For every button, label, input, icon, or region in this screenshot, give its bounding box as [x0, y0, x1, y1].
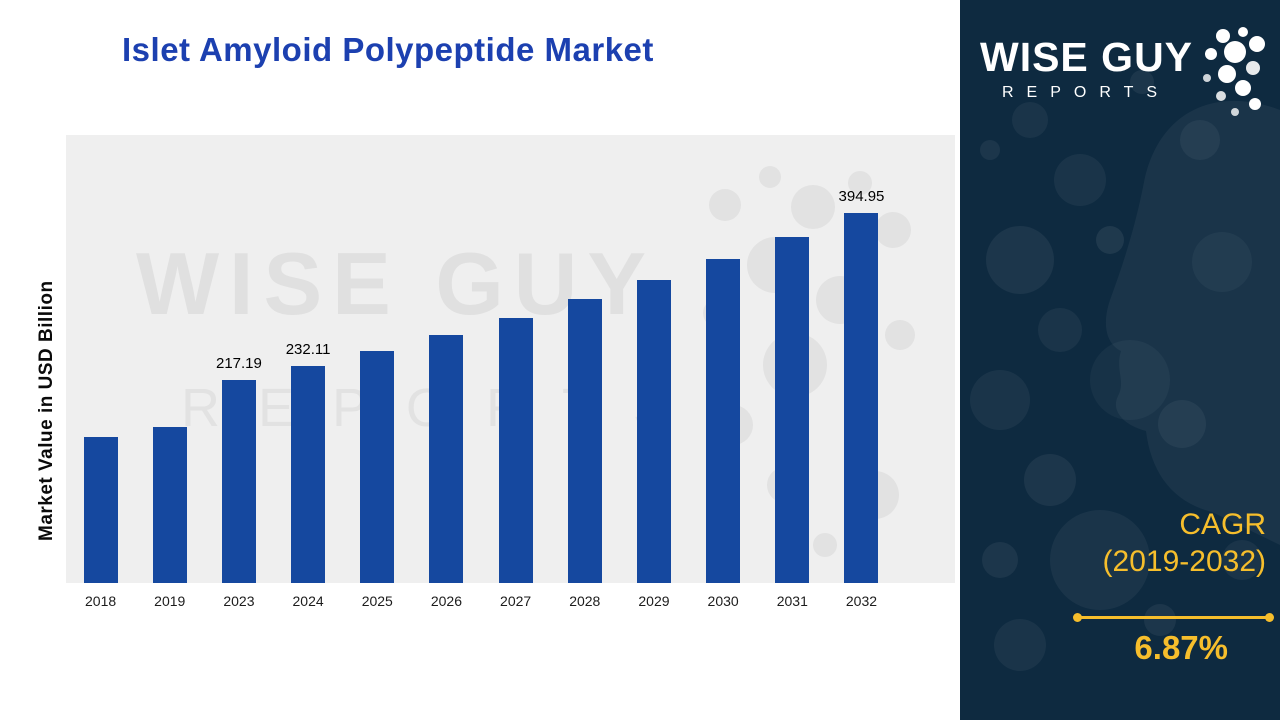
- bar-2032: [844, 213, 879, 583]
- bar-column-2025: [343, 135, 412, 583]
- bar-2026: [429, 335, 464, 583]
- cagr-underline: [1073, 613, 1274, 622]
- x-tick-2029: 2029: [638, 593, 670, 609]
- bar-2029: [636, 280, 671, 583]
- bar-column-2028: [550, 135, 619, 583]
- x-tick-2027: 2027: [500, 593, 532, 609]
- bar-2025: [360, 351, 395, 583]
- bar-2023: [221, 380, 256, 583]
- side-panel: WISE GUY REPORTS CAGR (2019-2032) 6.87%: [960, 0, 1280, 720]
- face-profile-silhouette: [1105, 100, 1280, 545]
- bar-2019: [152, 427, 187, 583]
- bar-value-label-2024: 232.11: [285, 341, 331, 358]
- panel-decoration: [970, 70, 1280, 671]
- x-tick-2031: 2031: [776, 593, 808, 609]
- bar-2018: [83, 437, 118, 583]
- bar-column-2029: [619, 135, 688, 583]
- bar-column-2027: [481, 135, 550, 583]
- x-tick-2019: 2019: [154, 593, 186, 609]
- brand-logo-subtext: REPORTS: [1002, 84, 1171, 101]
- x-tick-2030: 2030: [707, 593, 739, 609]
- bar-2031: [775, 237, 810, 583]
- x-axis-labels: 2018 2019 2023 2024 2025 2026 2027 2028 2029 2030…: [66, 593, 896, 609]
- bar-value-label-2032: 394.95: [838, 188, 885, 205]
- y-axis-label: Market Value in USD Billion: [36, 280, 57, 541]
- cagr-block: CAGR (2019-2032): [1103, 506, 1266, 580]
- cagr-label: CAGR: [1179, 508, 1266, 541]
- bar-column-2026: [412, 135, 481, 583]
- bar-2030: [706, 259, 741, 583]
- bar-2028: [567, 299, 602, 583]
- x-tick-2023: 2023: [223, 593, 255, 609]
- bar-column-2031: [758, 135, 827, 583]
- watermark-brand-text: WISE GUY: [135, 234, 657, 333]
- x-tick-2026: 2026: [430, 593, 463, 609]
- bar-column-2023: 217.19: [204, 135, 273, 583]
- brand-logo: WISE GUY REPORTS: [980, 34, 1193, 102]
- cagr-value: 6.87%: [1134, 629, 1228, 666]
- bar-column-2018: [66, 135, 135, 583]
- bar-column-2030: [689, 135, 758, 583]
- brand-logo-text: WISE GUY: [980, 34, 1194, 80]
- bar-column-2019: [135, 135, 204, 583]
- x-tick-2028: 2028: [569, 593, 601, 609]
- bar-column-2024: 232.11: [274, 135, 343, 583]
- bar-2027: [498, 318, 533, 583]
- x-tick-2024: 2024: [292, 593, 324, 609]
- cagr-period: (2019-2032): [1102, 545, 1266, 578]
- x-tick-2032: 2032: [845, 593, 878, 609]
- x-tick-2025: 2025: [361, 593, 393, 609]
- bar-value-label-2023: 217.19: [215, 355, 262, 372]
- bar-2024: [291, 366, 326, 583]
- chart-title: Islet Amyloid Polypeptide Market: [122, 31, 654, 68]
- logo-dotted-head-icon: [1203, 27, 1265, 116]
- x-tick-2018: 2018: [85, 593, 117, 609]
- bar-column-2032: 394.95: [827, 135, 896, 583]
- bars: 217.19 232.11 394.95: [66, 135, 896, 583]
